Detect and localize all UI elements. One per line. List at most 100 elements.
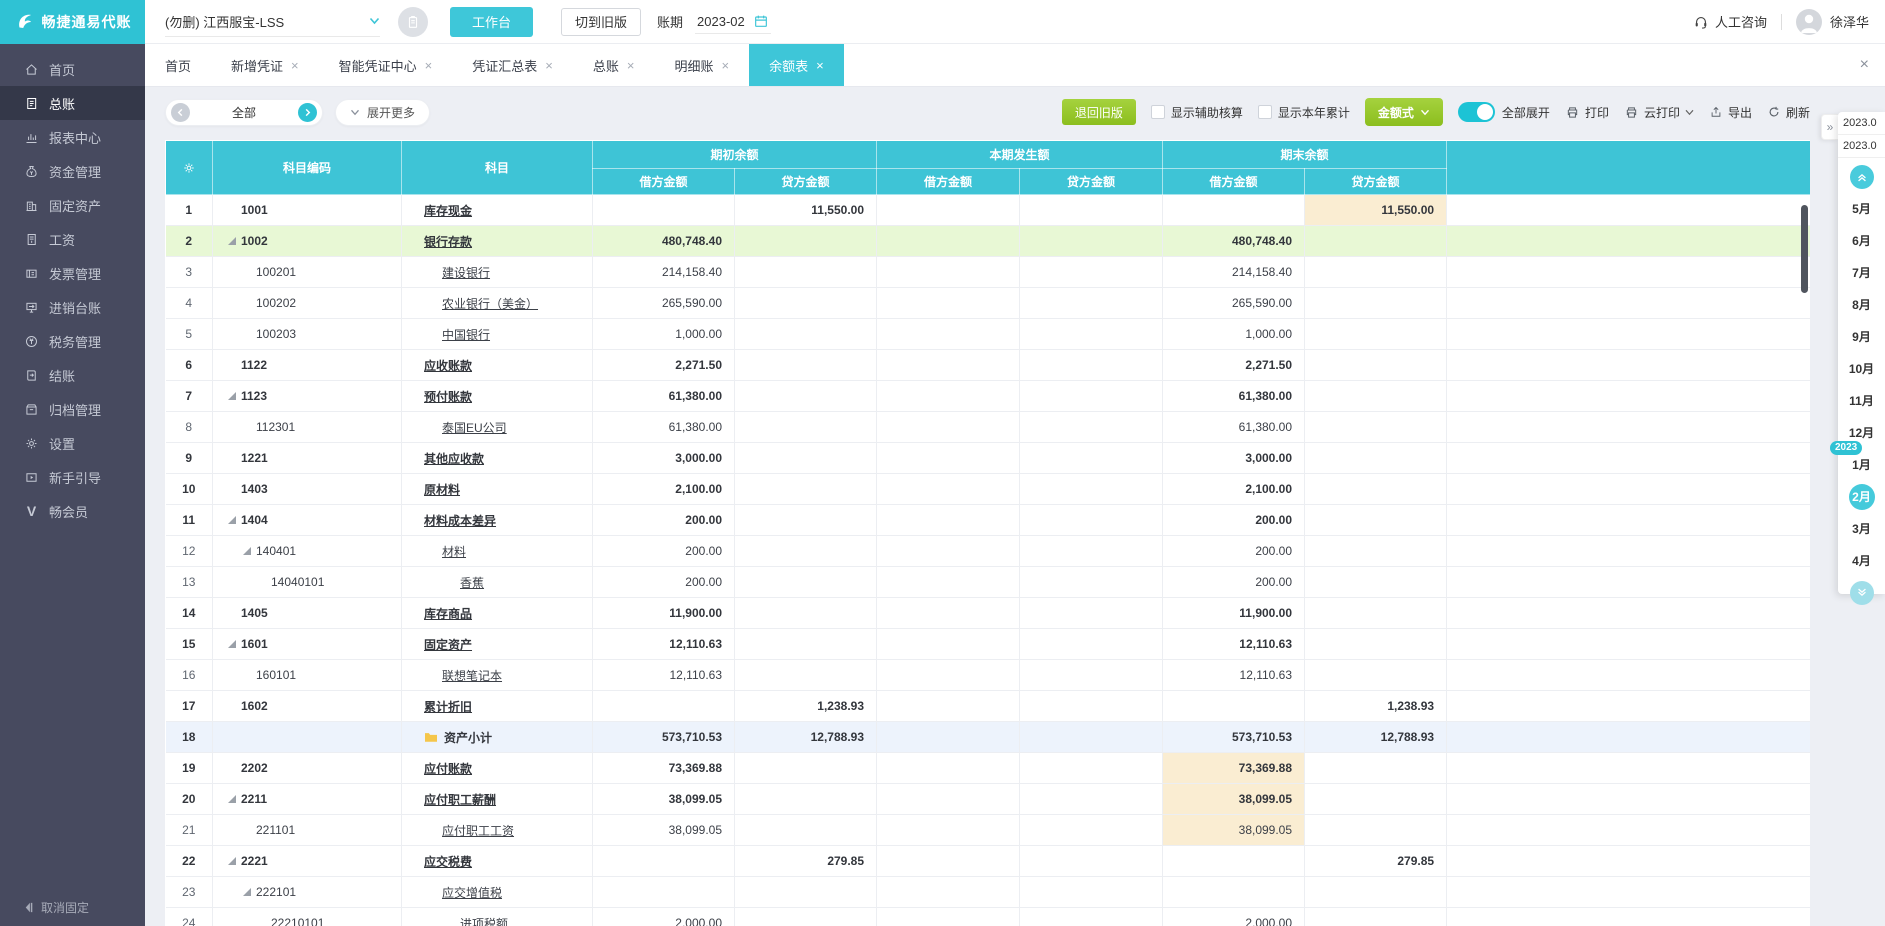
subject-link[interactable]: 预付账款 (424, 389, 473, 404)
month-item-9月[interactable]: 9月 (1852, 330, 1871, 344)
tab-balance-sheet[interactable]: 余额表 × (749, 44, 844, 86)
collapse-triangle-icon[interactable] (243, 547, 251, 555)
tab-home[interactable]: 首页 (145, 44, 211, 86)
support-link[interactable]: 人工咨询 (1693, 12, 1767, 31)
back-to-old-version-button[interactable]: 退回旧版 (1061, 99, 1136, 125)
tab-close-icon[interactable]: × (545, 57, 553, 73)
col-header-period-credit[interactable]: 贷方金额 (1019, 168, 1164, 195)
subject-link[interactable]: 中国银行 (442, 327, 491, 342)
scroll-months-up-button[interactable] (1849, 165, 1874, 189)
month-item-1月[interactable]: 2023 1月 (1830, 441, 1885, 481)
subject-link[interactable]: 累计折旧 (424, 699, 473, 714)
month-item-2月[interactable]: 2月 (1838, 481, 1885, 513)
month-item-5月[interactable]: 5月 (1852, 202, 1871, 216)
col-group-period[interactable]: 本期发生额 (876, 140, 1164, 169)
month-item-7月[interactable]: 7月 (1852, 266, 1871, 280)
subject-link[interactable]: 应付账款 (424, 761, 473, 776)
month-item-8月[interactable]: 8月 (1852, 298, 1871, 312)
subject-link[interactable]: 联想笔记本 (442, 668, 503, 683)
tab-close-icon[interactable]: × (626, 57, 635, 73)
sidebar-item-purchase-sales[interactable]: 进销台账 (0, 290, 145, 324)
vertical-scrollbar-thumb[interactable] (1801, 205, 1808, 293)
collapse-triangle-icon[interactable] (228, 392, 236, 400)
note-icon[interactable] (398, 6, 428, 37)
subject-link[interactable]: 香蕉 (460, 575, 485, 590)
tab-voucher-summary[interactable]: 凭证汇总表 × (452, 44, 573, 86)
sidebar-item-archive[interactable]: 归档管理 (0, 392, 145, 426)
sidebar-item-fixed-assets[interactable]: 固定资产 (0, 188, 145, 222)
subject-link[interactable]: 泰国EU公司 (442, 420, 507, 435)
subject-link[interactable]: 进项税额 (460, 916, 509, 926)
switch-old-version-button[interactable]: 切到旧版 (561, 7, 642, 36)
col-header-ending-debit[interactable]: 借方金额 (1162, 168, 1306, 195)
refresh-button[interactable]: 刷新 (1767, 104, 1810, 121)
month-item-6月[interactable]: 6月 (1852, 234, 1871, 248)
filter-prev-icon[interactable] (171, 102, 190, 122)
filter-next-icon[interactable] (297, 102, 317, 122)
subject-link[interactable]: 材料成本差异 (424, 513, 497, 528)
cloud-print-dropdown[interactable]: 云打印 (1624, 104, 1694, 121)
amount-style-dropdown[interactable]: 金额式 (1364, 98, 1443, 126)
subject-link[interactable]: 原材料 (424, 482, 461, 497)
avatar[interactable] (1795, 8, 1822, 35)
checkbox-icon[interactable] (1150, 105, 1165, 119)
collapse-triangle-icon[interactable] (228, 857, 236, 865)
month-item-11月[interactable]: 11月 (1849, 394, 1874, 408)
tab-close-icon[interactable]: × (816, 57, 824, 73)
show-ytd-checkbox[interactable]: 显示本年累计 (1257, 104, 1350, 121)
month-item-3月[interactable]: 3月 (1852, 522, 1871, 536)
sidebar-item-settings[interactable]: 设置 (0, 426, 145, 460)
unpin-sidebar-button[interactable]: 取消固定 (22, 899, 89, 916)
show-aux-accounting-checkbox[interactable]: 显示辅助核算 (1150, 104, 1243, 121)
table-settings-header[interactable] (165, 140, 213, 195)
col-header-opening-debit[interactable]: 借方金额 (592, 168, 735, 195)
col-header-period-debit[interactable]: 借方金额 (876, 168, 1021, 195)
sidebar-item-tax[interactable]: 税务管理 (0, 324, 145, 358)
subject-link[interactable]: 银行存款 (424, 234, 473, 249)
collapse-triangle-icon[interactable] (228, 640, 236, 648)
col-header-code[interactable]: 科目编码 (212, 140, 402, 195)
collapse-triangle-icon[interactable] (228, 516, 236, 524)
tab-close-icon[interactable]: × (424, 57, 433, 73)
col-header-subject[interactable]: 科目 (401, 140, 593, 195)
period-picker[interactable]: 2023-02 (695, 9, 771, 34)
subject-link[interactable]: 应收账款 (424, 358, 473, 373)
collapse-triangle-icon[interactable] (228, 795, 236, 803)
subject-link[interactable]: 固定资产 (424, 637, 473, 652)
sidebar-item-closing[interactable]: 结账 (0, 358, 145, 392)
sidebar-item-funds[interactable]: 资金管理 (0, 154, 145, 188)
subject-link[interactable]: 应交增值税 (442, 885, 503, 900)
subject-link[interactable]: 库存商品 (424, 606, 473, 621)
subject-link[interactable]: 应付职工工资 (442, 823, 515, 838)
month-item-4月[interactable]: 4月 (1852, 554, 1871, 568)
subject-link[interactable]: 农业银行（美金） (442, 296, 539, 311)
period-option[interactable]: 2023.0 (1838, 135, 1885, 158)
export-button[interactable]: 导出 (1709, 104, 1752, 121)
sidebar-item-report-center[interactable]: 报表中心 (0, 120, 145, 154)
expand-all-toggle[interactable] (1457, 102, 1495, 122)
expand-more-button[interactable]: 展开更多 (335, 98, 431, 126)
scroll-months-down-button[interactable] (1849, 581, 1874, 605)
workbench-button[interactable]: 工作台 (450, 6, 534, 37)
company-selector[interactable]: (勿删) 江西服宝-LSS (165, 7, 380, 37)
sidebar-item-vip[interactable]: V 畅会员 (0, 494, 145, 528)
tab-new-voucher[interactable]: 新增凭证 × (211, 44, 319, 86)
month-item-10月[interactable]: 10月 (1848, 362, 1875, 376)
sidebar-item-invoice[interactable]: 发票管理 (0, 256, 145, 290)
col-group-ending[interactable]: 期末余额 (1162, 140, 1448, 169)
subject-link[interactable]: 应付职工薪酬 (424, 792, 497, 807)
sidebar-item-general-ledger[interactable]: 总账 (0, 86, 145, 120)
panel-expander[interactable]: » (1821, 114, 1838, 140)
tab-close-icon[interactable]: × (721, 57, 730, 73)
col-group-opening[interactable]: 期初余额 (591, 140, 878, 169)
subject-link[interactable]: 建设银行 (442, 265, 491, 280)
col-header-opening-credit[interactable]: 贷方金额 (733, 168, 878, 195)
close-all-tabs-icon[interactable]: × (1859, 56, 1869, 73)
tab-general-ledger[interactable]: 总账 × (573, 44, 655, 86)
sidebar-item-guide[interactable]: 新手引导 (0, 460, 145, 494)
subject-link[interactable]: 应交税费 (424, 854, 473, 869)
user-name[interactable]: 徐泽华 (1829, 15, 1869, 30)
tab-smart-voucher-center[interactable]: 智能凭证中心 × (319, 44, 453, 86)
collapse-triangle-icon[interactable] (228, 237, 236, 245)
tab-close-icon[interactable]: × (291, 57, 299, 73)
